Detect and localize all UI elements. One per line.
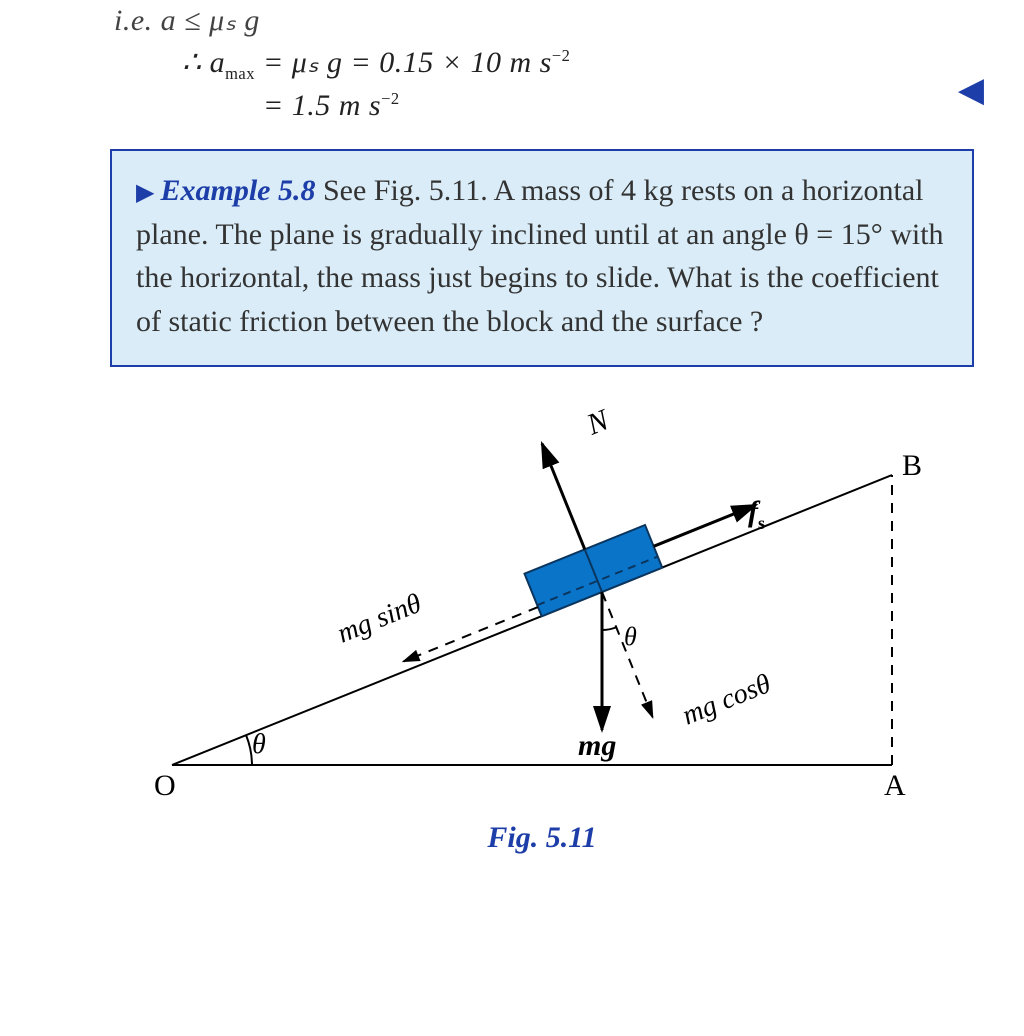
theta-label-block: θ: [624, 622, 637, 651]
eq-line-1-lhs: ∴ amax: [110, 42, 263, 85]
figure-caption: Fig. 5.11: [487, 821, 596, 855]
theta-label-O: θ: [252, 729, 266, 760]
mg-cos-vector: [602, 592, 653, 717]
eq-line-0-text: i.e. a ≤ μₛ g: [114, 0, 260, 42]
mgsin-label: mg sinθ: [333, 588, 426, 650]
mg-label: mg: [578, 729, 616, 762]
equation-block: i.e. a ≤ μₛ g ∴ amax = μₛ g = 0.15 × 10 …: [110, 0, 974, 127]
B-label: B: [902, 449, 922, 482]
figure: θ N fs: [110, 395, 974, 855]
example-arrow-icon: ▶: [136, 180, 154, 206]
friction-vector: [654, 505, 756, 546]
page: i.e. a ≤ μₛ g ∴ amax = μₛ g = 0.15 × 10 …: [0, 0, 1024, 1036]
incline-line: [172, 475, 892, 765]
eq-line-2: = 1.5 m s−2: [110, 85, 974, 127]
A-label: A: [884, 769, 906, 802]
fs-label: fs: [748, 495, 765, 533]
mgcos-label: mg cosθ: [678, 668, 775, 731]
eq-line-1: ∴ amax = μₛ g = 0.15 × 10 m s−2: [110, 42, 974, 85]
eq-line-0: i.e. a ≤ μₛ g: [110, 0, 974, 42]
O-label: O: [154, 769, 176, 802]
example-tag: Example 5.8: [160, 174, 315, 207]
normal-vector: [542, 444, 585, 550]
eq-line-1-rhs: = μₛ g = 0.15 × 10 m s−2: [263, 42, 570, 84]
example-box: ▶Example 5.8 See Fig. 5.11. A mass of 4 …: [110, 149, 974, 367]
eq-line-2-rhs: = 1.5 m s−2: [263, 85, 400, 127]
figure-svg: θ N fs: [132, 395, 952, 815]
back-arrow-icon: ◀: [958, 70, 984, 110]
angle-arc-block: [602, 627, 617, 630]
N-label: N: [581, 403, 615, 442]
